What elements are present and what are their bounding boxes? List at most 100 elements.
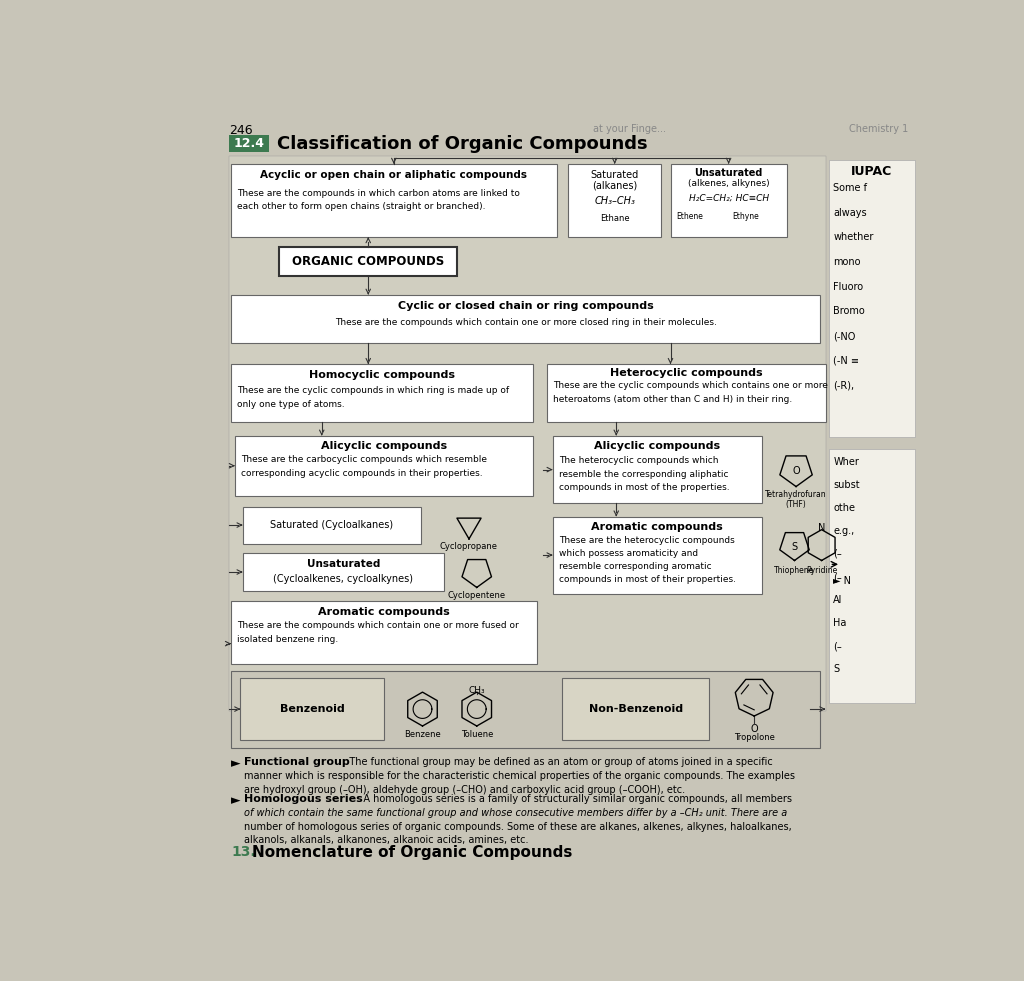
Text: Unsaturated: Unsaturated <box>307 559 380 569</box>
FancyBboxPatch shape <box>280 247 458 277</box>
Text: e.g.,: e.g., <box>834 526 854 536</box>
Text: S: S <box>792 542 798 551</box>
Text: Pyridine: Pyridine <box>806 566 838 575</box>
Text: Al: Al <box>834 595 843 605</box>
Text: H₂C=CH₂; HC≡CH: H₂C=CH₂; HC≡CH <box>688 193 769 202</box>
Text: (–: (– <box>834 642 842 651</box>
FancyBboxPatch shape <box>547 364 825 422</box>
FancyBboxPatch shape <box>553 517 762 594</box>
Text: These are the compounds which contain one or more fused or: These are the compounds which contain on… <box>238 621 519 631</box>
Text: These are the heterocyclic compounds: These are the heterocyclic compounds <box>559 536 734 544</box>
FancyBboxPatch shape <box>231 164 557 237</box>
Text: ►: ► <box>231 794 241 806</box>
Text: resemble corresponding aromatic: resemble corresponding aromatic <box>559 562 712 571</box>
Text: These are the carbocyclic compounds which resemble: These are the carbocyclic compounds whic… <box>241 455 487 464</box>
Text: Tropolone: Tropolone <box>734 733 774 742</box>
Text: subst: subst <box>834 480 860 490</box>
Text: These are the cyclic compounds which contains one or more: These are the cyclic compounds which con… <box>553 381 827 390</box>
FancyBboxPatch shape <box>234 436 534 495</box>
Text: always: always <box>834 208 867 218</box>
Text: Benzene: Benzene <box>404 730 441 739</box>
Text: at your Finge...: at your Finge... <box>593 124 666 133</box>
Text: These are the compounds in which carbon atoms are linked to: These are the compounds in which carbon … <box>238 188 520 197</box>
Text: N: N <box>818 523 825 533</box>
Text: Ha: Ha <box>834 618 847 628</box>
Text: (-NO: (-NO <box>834 331 856 341</box>
FancyBboxPatch shape <box>231 295 820 342</box>
Text: othe: othe <box>834 502 855 513</box>
Text: Fluoro: Fluoro <box>834 282 863 291</box>
Text: O: O <box>751 725 758 735</box>
FancyBboxPatch shape <box>241 678 384 740</box>
Text: of which contain the same functional group and whose consecutive members differ : of which contain the same functional gro… <box>245 807 787 817</box>
Text: heteroatoms (atom other than C and H) in their ring.: heteroatoms (atom other than C and H) in… <box>553 395 792 404</box>
FancyBboxPatch shape <box>128 118 922 873</box>
Text: Alicyclic compounds: Alicyclic compounds <box>594 441 721 451</box>
FancyBboxPatch shape <box>553 436 762 503</box>
Text: S: S <box>834 664 840 674</box>
Text: compounds in most of the properties.: compounds in most of the properties. <box>559 484 729 492</box>
Text: compounds in most of their properties.: compounds in most of their properties. <box>559 575 736 584</box>
Text: Benzenoid: Benzenoid <box>280 704 344 714</box>
Text: Functional group: Functional group <box>245 756 350 767</box>
Text: Ethene: Ethene <box>677 212 703 221</box>
Text: each other to form open chains (straight or branched).: each other to form open chains (straight… <box>238 202 485 212</box>
Text: CH₃: CH₃ <box>468 686 485 695</box>
Text: alkanols, alkanals, alkanones, alkanoic acids, amines, etc.: alkanols, alkanals, alkanones, alkanoic … <box>245 836 528 846</box>
Text: isolated benzene ring.: isolated benzene ring. <box>238 635 339 645</box>
Text: whether: whether <box>834 232 873 242</box>
Text: : A homologous series is a family of structurally similar organic compounds, all: : A homologous series is a family of str… <box>357 794 793 803</box>
Text: : The functional group may be defined as an atom or group of atoms joined in a s: : The functional group may be defined as… <box>343 756 773 767</box>
Text: Non-Benzenoid: Non-Benzenoid <box>589 704 683 714</box>
FancyBboxPatch shape <box>568 164 662 237</box>
Text: Ethane: Ethane <box>600 214 630 223</box>
Text: Cyclopentene: Cyclopentene <box>447 592 506 600</box>
Text: Cyclopropane: Cyclopropane <box>440 542 498 551</box>
Text: manner which is responsible for the characteristic chemical properties of the or: manner which is responsible for the char… <box>245 771 796 781</box>
Text: Ethyne: Ethyne <box>732 212 759 221</box>
FancyBboxPatch shape <box>671 164 786 237</box>
Text: Chemistry 1: Chemistry 1 <box>849 124 908 133</box>
FancyBboxPatch shape <box>228 156 825 710</box>
FancyBboxPatch shape <box>829 449 914 703</box>
Text: are hydroxyl group (–OH), aldehyde group (–CHO) and carboxylic acid group (–COOH: are hydroxyl group (–OH), aldehyde group… <box>245 785 685 795</box>
Text: Unsaturated: Unsaturated <box>694 168 763 178</box>
Text: which possess aromaticity and: which possess aromaticity and <box>559 549 698 558</box>
Text: CH₃–CH₃: CH₃–CH₃ <box>594 196 635 206</box>
Text: 12.4: 12.4 <box>233 136 264 150</box>
FancyBboxPatch shape <box>829 160 914 438</box>
Text: ► N: ► N <box>834 576 851 586</box>
Text: only one type of atoms.: only one type of atoms. <box>238 399 345 408</box>
Text: 13.: 13. <box>231 846 256 859</box>
Text: Homologous series: Homologous series <box>245 794 362 803</box>
Text: mono: mono <box>834 257 861 267</box>
Text: (-R),: (-R), <box>834 381 854 390</box>
Text: These are the cyclic compounds in which ring is made up of: These are the cyclic compounds in which … <box>238 386 509 394</box>
Text: corresponding acyclic compounds in their properties.: corresponding acyclic compounds in their… <box>241 469 482 478</box>
Text: (THF): (THF) <box>785 500 807 509</box>
Text: (alkenes, alkynes): (alkenes, alkynes) <box>688 180 769 188</box>
Text: ►: ► <box>231 756 241 770</box>
Text: Bromo: Bromo <box>834 306 865 316</box>
Text: Aromatic compounds: Aromatic compounds <box>592 522 723 532</box>
Text: ORGANIC COMPOUNDS: ORGANIC COMPOUNDS <box>292 255 444 268</box>
Text: (Cycloalkenes, cycloalkynes): (Cycloalkenes, cycloalkynes) <box>273 574 414 584</box>
Text: (–: (– <box>834 549 842 559</box>
Text: resemble the corresponding aliphatic: resemble the corresponding aliphatic <box>559 470 728 479</box>
Text: Nomenclature of Organic Compounds: Nomenclature of Organic Compounds <box>252 846 572 860</box>
Text: Aromatic compounds: Aromatic compounds <box>318 606 450 617</box>
Text: Cyclic or closed chain or ring compounds: Cyclic or closed chain or ring compounds <box>397 301 653 311</box>
Text: The heterocyclic compounds which: The heterocyclic compounds which <box>559 456 719 465</box>
Text: Saturated: Saturated <box>591 170 639 181</box>
FancyBboxPatch shape <box>562 678 710 740</box>
FancyBboxPatch shape <box>231 671 820 748</box>
Text: Saturated (Cycloalkanes): Saturated (Cycloalkanes) <box>270 520 393 530</box>
Text: (-N ≡: (-N ≡ <box>834 356 859 366</box>
Text: Alicyclic compounds: Alicyclic compounds <box>322 441 447 451</box>
Text: Toluene: Toluene <box>461 730 493 739</box>
Text: Classification of Organic Compounds: Classification of Organic Compounds <box>276 134 647 153</box>
Text: Some f: Some f <box>834 183 867 193</box>
Text: Tetrahydrofuran: Tetrahydrofuran <box>765 490 826 499</box>
Text: Acyclic or open chain or aliphatic compounds: Acyclic or open chain or aliphatic compo… <box>260 170 527 181</box>
Text: 246: 246 <box>228 124 252 137</box>
